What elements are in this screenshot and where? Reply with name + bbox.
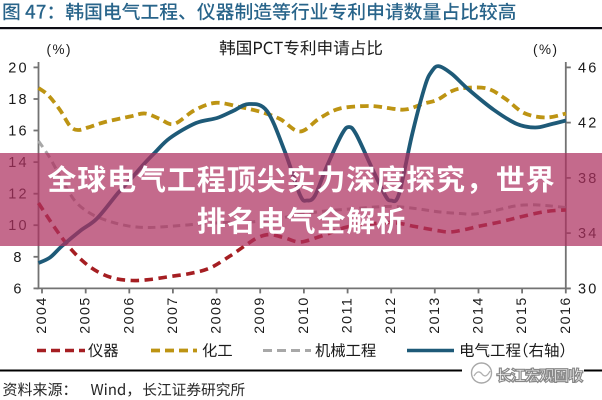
svg-text:2005: 2005 <box>78 296 94 334</box>
svg-text:2010: 2010 <box>296 296 312 334</box>
svg-text:2008: 2008 <box>209 296 225 334</box>
svg-text:2011: 2011 <box>340 297 356 334</box>
svg-text:2013: 2013 <box>427 296 443 334</box>
svg-text:8: 8 <box>13 250 23 266</box>
svg-text:46: 46 <box>578 60 599 76</box>
svg-text:2004: 2004 <box>34 296 50 334</box>
svg-text:20: 20 <box>8 60 29 76</box>
svg-text:2006: 2006 <box>121 296 137 334</box>
svg-text:2016: 2016 <box>558 296 574 334</box>
svg-text:42: 42 <box>578 116 599 132</box>
svg-text:16: 16 <box>8 124 29 140</box>
svg-text:30: 30 <box>578 281 599 297</box>
svg-text:18: 18 <box>8 92 29 108</box>
svg-text:2012: 2012 <box>383 296 399 334</box>
svg-text:2015: 2015 <box>514 296 530 334</box>
svg-text:2014: 2014 <box>471 296 487 334</box>
svg-text:2007: 2007 <box>165 296 181 334</box>
svg-text:2009: 2009 <box>252 296 268 334</box>
svg-text:(%): (%) <box>533 42 559 57</box>
svg-text:6: 6 <box>13 281 23 297</box>
svg-text:(%): (%) <box>47 42 73 57</box>
